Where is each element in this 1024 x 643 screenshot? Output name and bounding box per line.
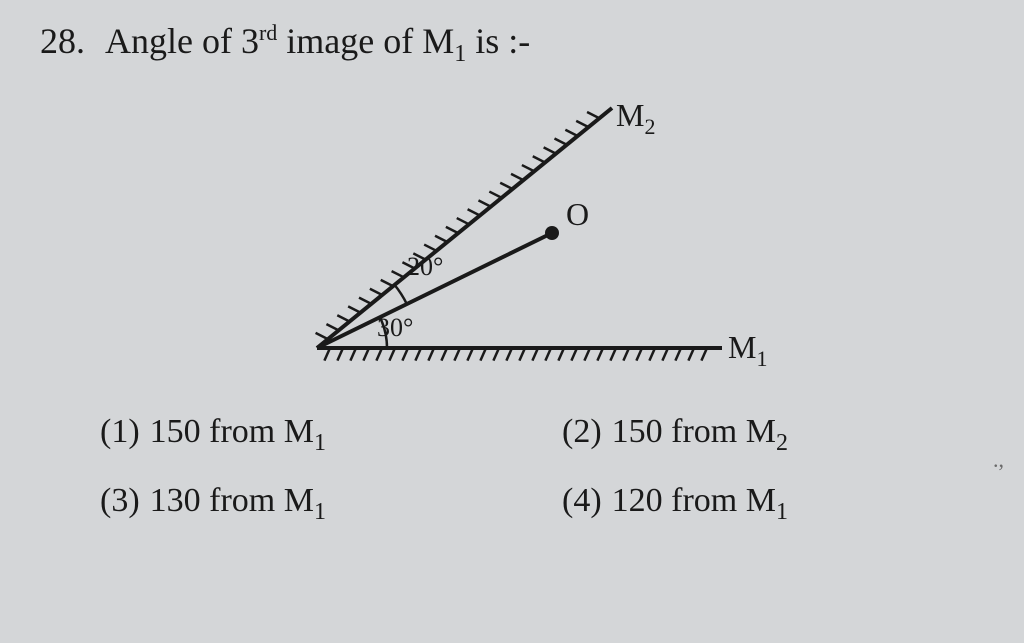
m1-label: M1 [728,329,767,371]
option-1-text: 150 from M1 [150,413,326,457]
page-scuff-mark: ., [993,447,1004,473]
option-4-prefix: (4) [562,482,602,520]
question-header: 28. Angle of 3rd image of M1 is :- [40,20,984,68]
mirror-diagram: 20° 30° O M1 M2 [232,78,792,398]
option-2-text: 150 from M2 [612,413,788,457]
option-2: (2) 150 from M2 [562,413,984,457]
option-2-prefix: (2) [562,413,602,451]
m2-label: M2 [616,97,655,139]
angle-upper-label: 20° [407,252,443,281]
options-grid: (1) 150 from M1 (2) 150 from M2 (3) 130 … [40,413,984,526]
option-3: (3) 130 from M1 [100,482,522,526]
diagram-container: 20° 30° O M1 M2 [40,78,984,398]
object-point [545,226,559,240]
option-4: (4) 120 from M1 [562,482,984,526]
question-text-pre: Angle of 3 [105,21,259,61]
angle-lower-label: 30° [377,313,413,342]
option-3-text: 130 from M1 [150,482,326,526]
hatch-group [316,112,600,339]
question-text-mid: image of M [277,21,454,61]
option-1: (1) 150 from M1 [100,413,522,457]
object-label: O [566,196,589,232]
option-1-prefix: (1) [100,413,140,451]
question-text-sub: 1 [454,41,466,67]
question-text-sup: rd [259,20,277,45]
option-4-text: 120 from M1 [612,482,788,526]
option-3-prefix: (3) [100,482,140,520]
question-text-post: is :- [466,21,530,61]
question-text: Angle of 3rd image of M1 is :- [105,20,530,68]
question-number: 28. [40,20,85,62]
arc-upper [395,285,407,304]
